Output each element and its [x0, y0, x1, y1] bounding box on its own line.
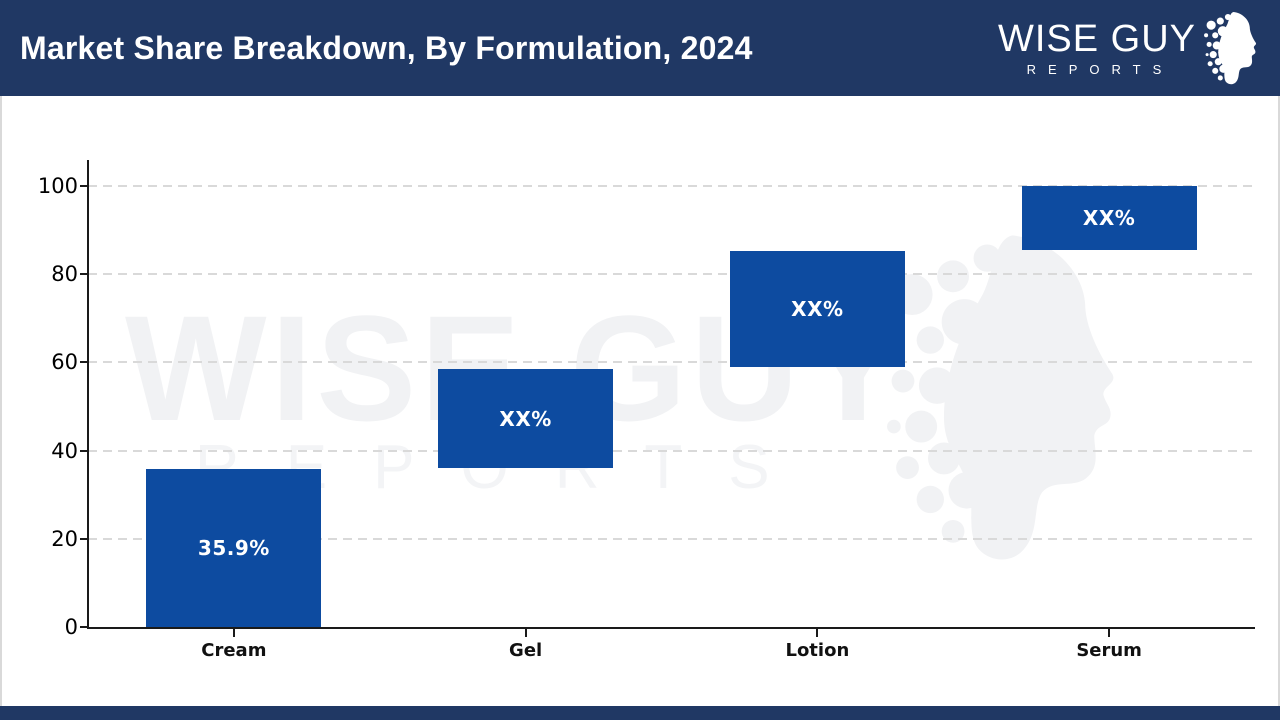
logo-subtext: REPORTS	[1026, 61, 1174, 77]
bar-value-label: 35.9%	[197, 535, 270, 560]
y-axis-tick-mark	[80, 273, 87, 276]
page-title: Market Share Breakdown, By Formulation, …	[20, 29, 753, 66]
x-axis-category-label: Lotion	[785, 640, 850, 661]
header: Market Share Breakdown, By Formulation, …	[0, 0, 1280, 96]
y-axis-tick-mark	[80, 626, 87, 628]
y-axis-tick-label: 20	[51, 526, 78, 551]
bar-value-label: XX%	[499, 406, 552, 431]
x-axis-category-label: Gel	[509, 640, 543, 661]
y-axis-tick-mark	[80, 185, 87, 187]
y-axis-line	[87, 160, 89, 629]
bar-value-label: XX%	[791, 296, 844, 321]
x-axis-tick-mark	[524, 629, 527, 637]
y-axis-tick-label: 40	[51, 438, 78, 463]
y-axis-tick-label: 80	[51, 262, 78, 287]
y-gridline	[88, 537, 1255, 540]
y-gridline	[88, 185, 1255, 187]
bar-cream: 35.9%	[146, 468, 322, 627]
x-axis-line	[87, 627, 1255, 629]
y-axis-tick-label: 60	[51, 350, 78, 375]
bar-lotion: XX%	[729, 250, 905, 367]
y-axis-tick-mark	[80, 361, 87, 364]
watermark-head-icon	[880, 235, 1114, 560]
bar-value-label: XX%	[1082, 205, 1136, 230]
x-axis-tick-mark	[816, 629, 819, 637]
bar-serum: XX%	[1021, 186, 1197, 250]
wise-guy-head-icon	[1204, 11, 1257, 85]
x-axis-tick-mark	[232, 629, 235, 637]
x-axis-category-label: Serum	[1076, 640, 1142, 661]
y-gridline	[88, 273, 1255, 276]
y-gridline	[88, 361, 1255, 364]
logo-wordmark: WISE GUY	[997, 17, 1196, 60]
y-axis-tick-label: 100	[37, 174, 78, 198]
footer-bar	[0, 706, 1280, 720]
logo-text: WISE GUY REPORTS	[998, 20, 1196, 77]
y-axis-tick-mark	[80, 449, 87, 452]
x-axis-category-label: Cream	[201, 640, 267, 661]
y-gridline	[88, 449, 1255, 452]
y-axis-tick-label: 0	[64, 615, 78, 639]
y-axis-tick-mark	[80, 537, 87, 540]
x-axis-tick-mark	[1108, 629, 1111, 637]
bar-gel: XX%	[438, 369, 614, 469]
wise-guy-reports-logo: WISE GUY REPORTS	[998, 8, 1266, 88]
